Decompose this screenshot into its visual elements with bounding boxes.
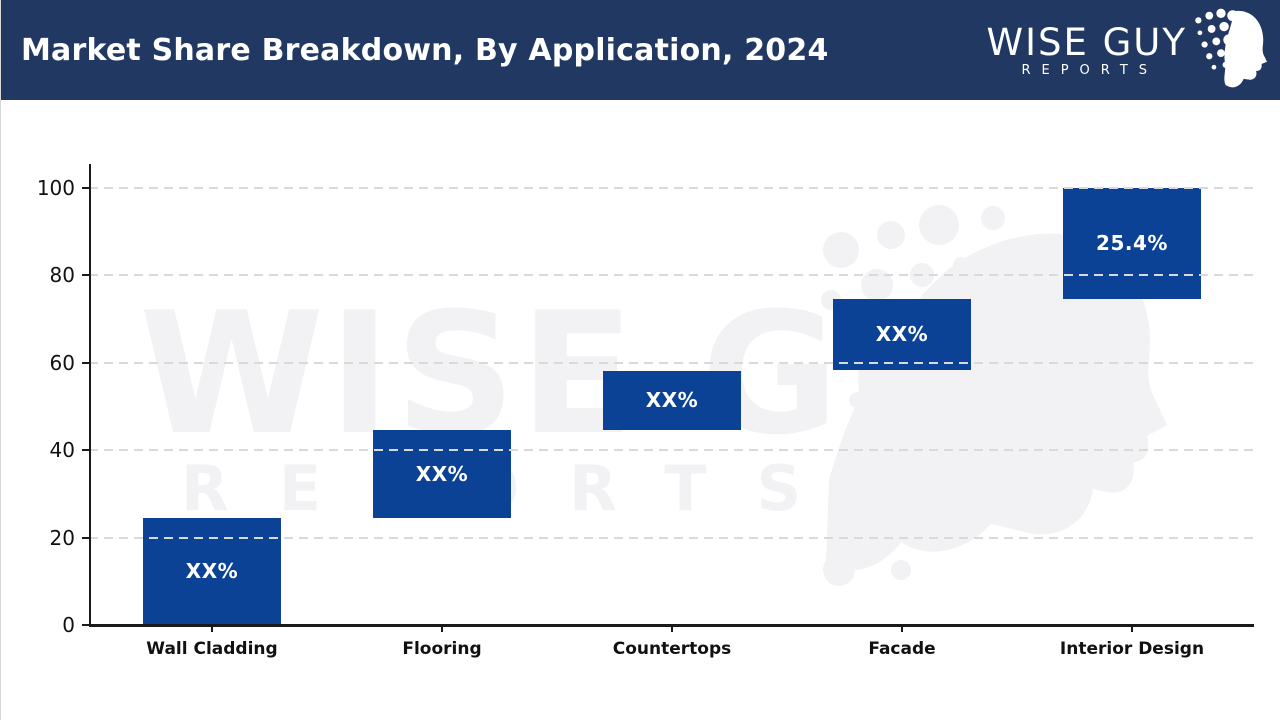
x-category-label: Facade	[868, 639, 936, 659]
y-tick-80	[82, 274, 90, 277]
watermark-subtitle: REPORTS	[181, 452, 851, 525]
wise-guy-logo: WISE GUY REPORTS	[987, 7, 1267, 93]
y-tick-100	[82, 187, 90, 189]
logo-text: WISE GUY REPORTS	[987, 24, 1187, 77]
y-tick-20	[82, 536, 90, 539]
bar-value-label: XX%	[875, 322, 929, 347]
y-tick-0	[82, 624, 90, 626]
bar-interior-design[interactable]: 25.4%	[1063, 188, 1201, 299]
x-tick-0	[211, 625, 213, 632]
y-tick-label-100: 100	[36, 176, 75, 200]
gridline-y-60	[89, 361, 1254, 364]
y-tick-label-20: 20	[49, 525, 75, 550]
gridline-y-40	[89, 449, 1254, 452]
bar-value-label: 25.4%	[1096, 231, 1168, 256]
x-category-label: Wall Cladding	[146, 639, 278, 659]
x-tick-3	[901, 625, 903, 632]
y-tick-60	[82, 361, 90, 364]
bar-value-label: XX%	[185, 559, 239, 584]
bar-value-label: XX%	[645, 388, 699, 413]
x-tick-4	[1131, 625, 1133, 632]
bar-flooring[interactable]: XX%	[373, 429, 511, 518]
x-category-label: Countertops	[612, 639, 732, 659]
logo-head-icon	[1195, 8, 1267, 88]
logo-wordmark: WISE GUY	[986, 20, 1187, 64]
bar-facade[interactable]: XX%	[833, 298, 971, 371]
gridline-y-100	[89, 187, 1254, 189]
page-title: Market Share Breakdown, By Application, …	[21, 32, 829, 68]
x-tick-2	[671, 625, 673, 632]
y-tick-label-0: 0	[62, 613, 75, 637]
x-category-label: Interior Design	[1059, 639, 1205, 659]
header-bar: Market Share Breakdown, By Application, …	[1, 0, 1280, 100]
x-category-label: Flooring	[402, 639, 482, 659]
bar-wall-cladding[interactable]: XX%	[143, 517, 281, 625]
x-tick-1	[441, 625, 443, 632]
gridline-y-20	[89, 536, 1254, 539]
bar-countertops[interactable]: XX%	[603, 370, 741, 430]
y-tick-label-40: 40	[49, 438, 75, 463]
y-tick-label-80: 80	[49, 263, 75, 288]
bar-value-label: XX%	[415, 461, 469, 486]
logo-subtitle: REPORTS	[1021, 62, 1159, 78]
y-axis-line	[89, 164, 91, 626]
y-tick-40	[82, 449, 90, 452]
y-tick-label-60: 60	[49, 350, 75, 375]
gridline-y-80	[89, 274, 1254, 277]
